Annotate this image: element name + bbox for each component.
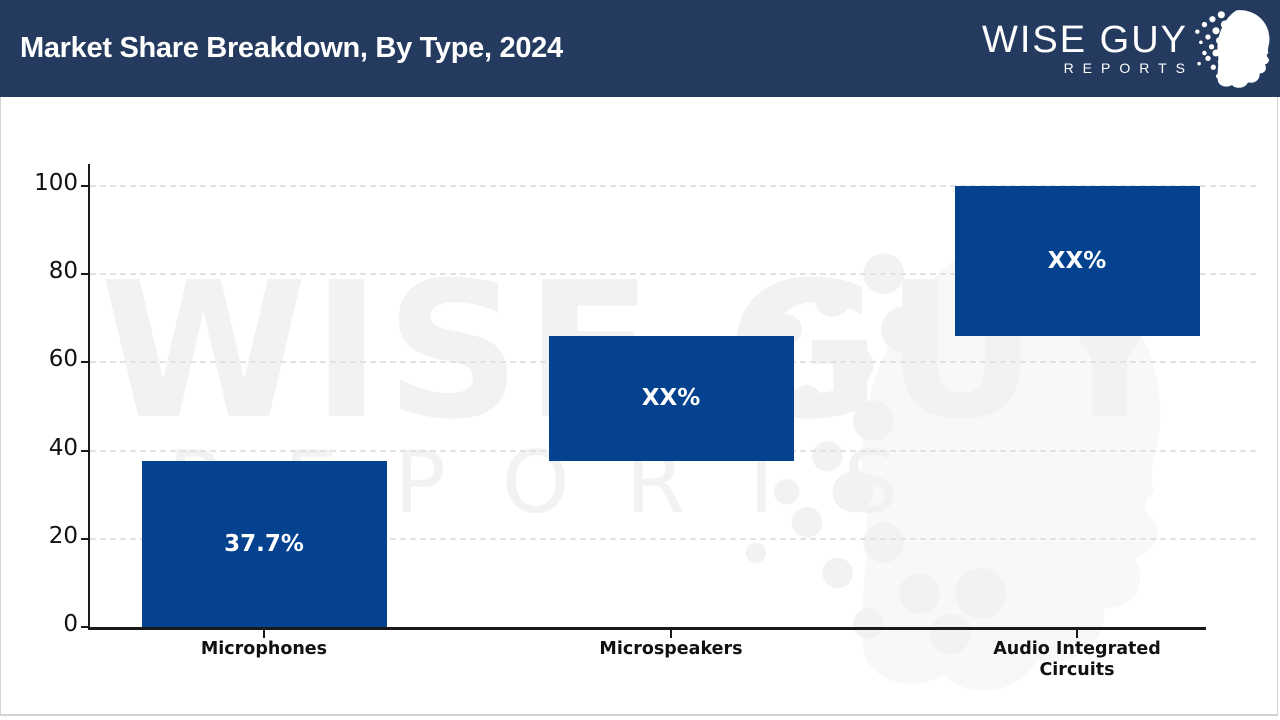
logo-text: WISE GUY REPORTS bbox=[982, 21, 1188, 77]
bar-value-label: 37.7% bbox=[224, 530, 304, 557]
y-tick-label-20: 20 bbox=[48, 522, 78, 549]
y-tick-mark-20 bbox=[81, 537, 88, 540]
y-tick-label-0: 0 bbox=[63, 611, 78, 637]
wiseguy-logo: WISE GUY REPORTS bbox=[982, 0, 1272, 97]
header-bar: Market Share Breakdown, By Type, 2024 WI… bbox=[0, 0, 1280, 97]
y-tick-label-80: 80 bbox=[48, 258, 78, 285]
bar-value-label: XX% bbox=[1047, 247, 1107, 274]
y-axis-line bbox=[88, 164, 90, 627]
x-tick-mark-2 bbox=[670, 630, 672, 638]
y-tick-mark-0 bbox=[81, 626, 88, 628]
bar-segment-3: XX% bbox=[954, 186, 1200, 336]
y-tick-mark-60 bbox=[81, 361, 88, 364]
bar-value-label: XX% bbox=[641, 385, 701, 412]
page-title: Market Share Breakdown, By Type, 2024 bbox=[20, 32, 563, 64]
logo-brand-sub: REPORTS bbox=[1063, 59, 1194, 76]
x-tick-mark-3 bbox=[1076, 630, 1078, 638]
y-tick-mark-40 bbox=[81, 449, 88, 452]
x-category-label-1: Microphones bbox=[200, 639, 328, 659]
y-tick-label-100: 100 bbox=[34, 170, 78, 196]
x-category-label-2: Microspeakers bbox=[599, 639, 743, 659]
x-tick-mark-1 bbox=[263, 630, 265, 638]
y-tick-label-60: 60 bbox=[48, 346, 78, 373]
y-tick-mark-100 bbox=[81, 185, 88, 187]
bar-segment-1: 37.7% bbox=[141, 460, 387, 627]
y-tick-mark-80 bbox=[81, 273, 88, 276]
gridline-y-100 bbox=[90, 185, 1256, 187]
gridline-y-80 bbox=[90, 273, 1256, 276]
logo-brand-name: WISE GUY bbox=[981, 18, 1188, 61]
gridline-y-20 bbox=[90, 537, 1256, 540]
logo-face-icon bbox=[1195, 9, 1270, 88]
y-tick-label-40: 40 bbox=[48, 434, 78, 461]
x-category-label-3: Audio Integrated Circuits bbox=[993, 639, 1161, 680]
bar-segment-2: XX% bbox=[548, 335, 794, 461]
x-axis-line bbox=[88, 627, 1206, 630]
